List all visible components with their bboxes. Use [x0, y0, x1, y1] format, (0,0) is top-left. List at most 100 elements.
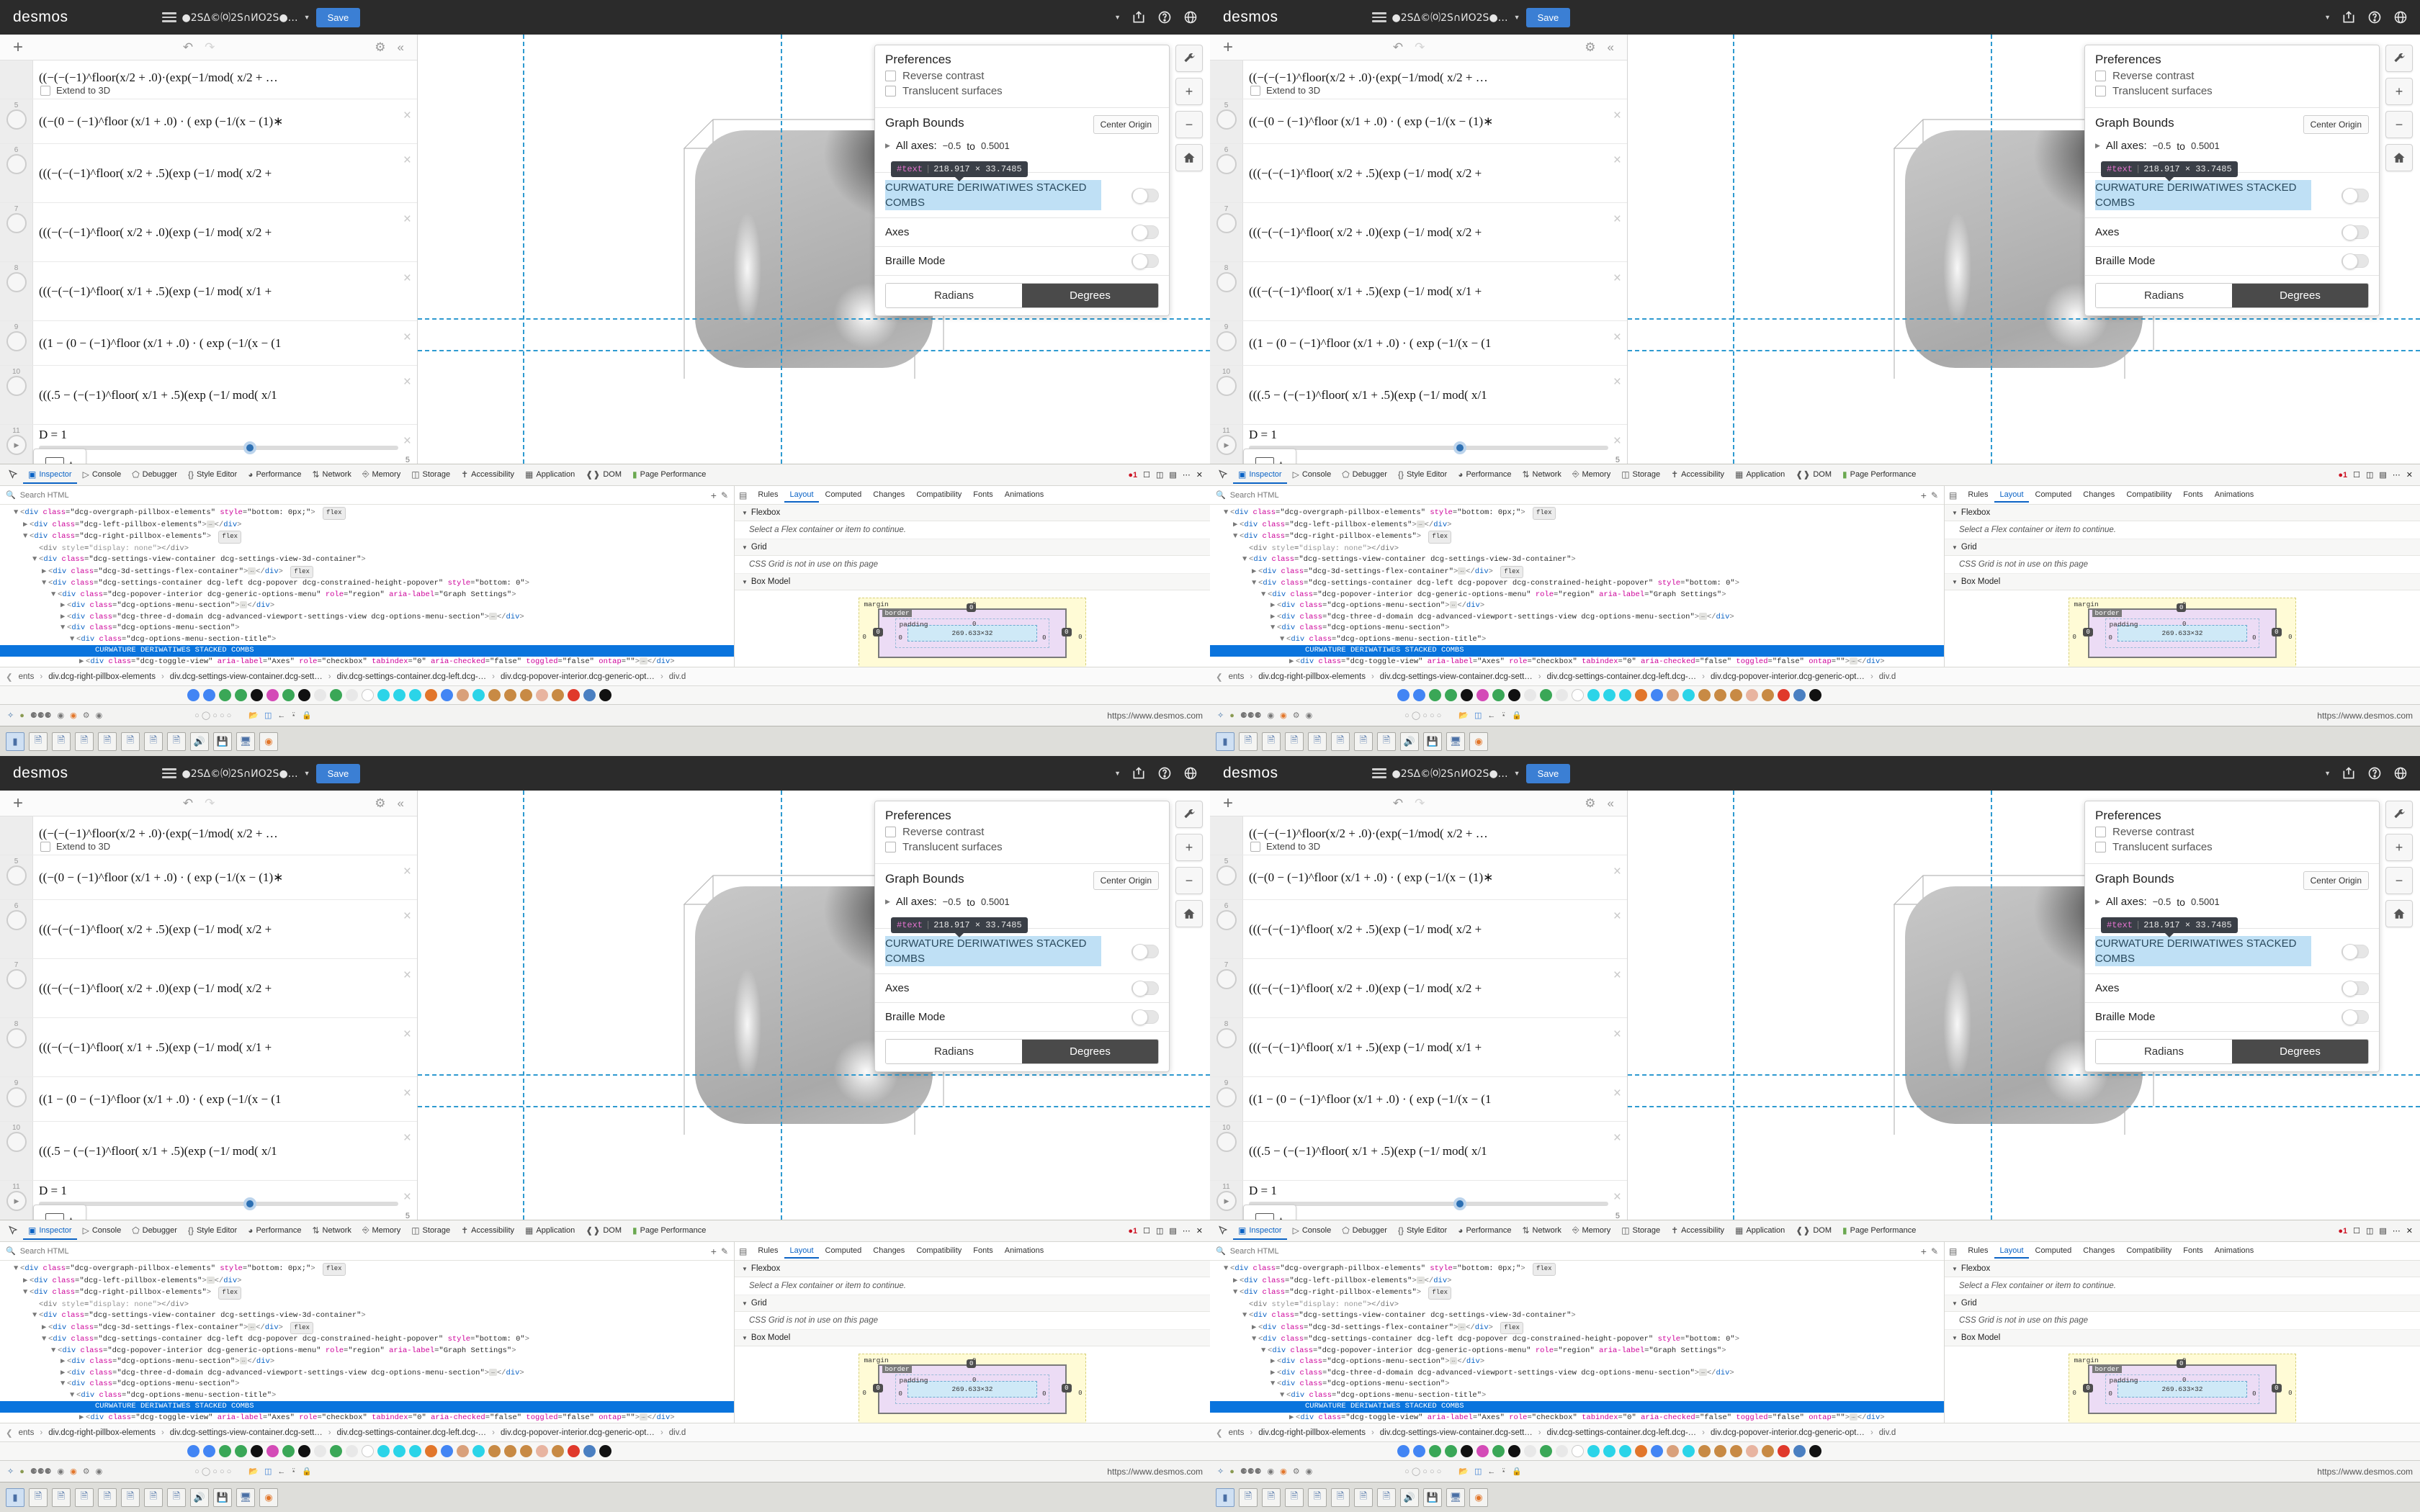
- dom-node-line[interactable]: ▶ <div class="dcg-left-pillbox-elements">…: [1210, 520, 1944, 531]
- twisty-icon[interactable]: ▼: [1261, 590, 1266, 599]
- add-node-icon[interactable]: +: [710, 1245, 717, 1257]
- all-axes-row[interactable]: ▶ All axes: −0.5 to 0.5001: [2095, 140, 2369, 152]
- bookmark-icon[interactable]: [472, 689, 485, 701]
- split-console-icon[interactable]: ◫: [2365, 1227, 2374, 1236]
- collapse-panel-button[interactable]: «: [397, 40, 405, 54]
- bookmark-icon[interactable]: [1397, 689, 1410, 701]
- expression-color-bubble[interactable]: [6, 213, 27, 233]
- expression-index[interactable]: 7: [1210, 203, 1243, 261]
- border-top-value[interactable]: 0: [2176, 1359, 2187, 1368]
- dom-tree[interactable]: ▼ <div class="dcg-overgraph-pillbox-eleme…: [1210, 1261, 1944, 1423]
- bookmark-icon[interactable]: [1476, 689, 1489, 701]
- bookmark-icon[interactable]: [1603, 689, 1615, 701]
- document-icon[interactable]: 🗎: [1331, 1488, 1350, 1507]
- layout-icon[interactable]: ▤: [739, 490, 748, 500]
- twisty-icon[interactable]: ▼: [70, 634, 75, 644]
- expression-math[interactable]: ((1 − (0 − (−1)^floor (x/1 + .0) · ( exp…: [1249, 1092, 1492, 1106]
- bookmark-icon[interactable]: [393, 1445, 405, 1457]
- graph-title[interactable]: ●2ЅΔ©⒪2Ѕ∩ИО2Ѕ●…: [1392, 12, 1508, 24]
- hamburger-icon[interactable]: [1371, 12, 1386, 22]
- document-icon[interactable]: 🗎: [1331, 732, 1350, 751]
- expression-index[interactable]: 10: [1210, 366, 1243, 424]
- error-count-badge[interactable]: ●1: [1128, 1226, 1138, 1236]
- bookmark-icon[interactable]: [1461, 1445, 1473, 1457]
- bookmark-icon[interactable]: [1667, 1445, 1679, 1457]
- chevron-down-icon[interactable]: ▼: [2324, 770, 2331, 777]
- meatball-icon[interactable]: ⋯: [1182, 1227, 1191, 1236]
- expression-index[interactable]: 10: [0, 366, 33, 424]
- folder-icon[interactable]: 📂: [1458, 711, 1469, 720]
- bookmark-icon[interactable]: [187, 689, 200, 701]
- home-icon[interactable]: [2385, 144, 2413, 171]
- translucent-surfaces-checkbox[interactable]: [2095, 86, 2106, 96]
- terminal-icon[interactable]: ▮: [1216, 732, 1234, 751]
- breadcrumb-item[interactable]: div.dcg-right-pillbox-elements: [1258, 1428, 1366, 1437]
- document-icon[interactable]: 🗎: [144, 732, 163, 751]
- delete-expression-icon[interactable]: ×: [403, 271, 411, 286]
- bookmark-icon[interactable]: [235, 689, 247, 701]
- twisty-icon[interactable]: ▶: [23, 1276, 28, 1285]
- radians-button[interactable]: Radians: [2096, 1040, 2232, 1063]
- expression-row[interactable]: 6 (((−(−(−1)^floor( x/2 + .5)(exp (−1/ m…: [1210, 144, 1627, 203]
- expression-color-bubble[interactable]: [6, 272, 27, 292]
- dom-node-line[interactable]: ▼ <div class="dcg-settings-view-container…: [0, 554, 734, 566]
- extend-to-3d-checkbox[interactable]: [40, 841, 50, 852]
- bookmark-icon[interactable]: [1714, 689, 1726, 701]
- expression-math[interactable]: ((1 − (0 − (−1)^floor (x/1 + .0) · ( exp…: [39, 1092, 282, 1106]
- delete-expression-icon[interactable]: ×: [403, 1027, 411, 1042]
- error-count-badge[interactable]: ●1: [2338, 1226, 2348, 1236]
- hamburger-icon[interactable]: [161, 768, 176, 778]
- bookmark-icon[interactable]: [1524, 689, 1536, 701]
- box-model-header[interactable]: ▼ Box Model: [1945, 574, 2420, 590]
- bookmark-icon[interactable]: [393, 689, 405, 701]
- expression-math[interactable]: (((−(−(−1)^floor( x/1 + .5)(exp (−1/ mod…: [39, 284, 272, 298]
- expression-row[interactable]: 9 ((1 − (0 − (−1)^floor (x/1 + .0) · ( e…: [0, 1077, 417, 1122]
- tab-layout[interactable]: Layout: [1994, 487, 2029, 503]
- twisty-icon[interactable]: ▼: [70, 1390, 75, 1400]
- expression-math[interactable]: (((.5 − (−(−1)^floor( x/1 + .5)(exp (−1/…: [1249, 387, 1487, 402]
- collapse-panel-button[interactable]: «: [397, 796, 405, 810]
- axes-max-value[interactable]: 0.5001: [980, 140, 1010, 151]
- url-text[interactable]: https://www.desmos.com: [2317, 1466, 2413, 1477]
- border-left-value[interactable]: 0: [873, 627, 883, 636]
- bookmark-icon[interactable]: [599, 689, 611, 701]
- bookmark-star-icon[interactable]: ✧: [7, 1467, 14, 1476]
- terminal-icon[interactable]: ▮: [6, 732, 24, 751]
- expression-color-bubble[interactable]: [1216, 109, 1237, 130]
- tab-layout[interactable]: Layout: [1994, 1244, 2029, 1259]
- shield-icon[interactable]: ●: [1229, 711, 1234, 720]
- delete-expression-icon[interactable]: ×: [403, 212, 411, 227]
- twisty-icon[interactable]: ▶: [1289, 1413, 1294, 1422]
- graph-canvas[interactable]: + − Preferences: [418, 35, 1210, 464]
- delete-expression-icon[interactable]: ×: [1613, 1189, 1621, 1205]
- tab-performance[interactable]: ◕ Performance: [1458, 1225, 1512, 1236]
- tab-dom[interactable]: ❰❱ DOM: [586, 1225, 622, 1236]
- delete-expression-icon[interactable]: ×: [1613, 108, 1621, 123]
- tab-animations[interactable]: Animations: [1004, 490, 1044, 499]
- document-icon[interactable]: 🗎: [1285, 1488, 1304, 1507]
- expression-row[interactable]: 8 (((−(−(−1)^floor( x/1 + .5)(exp (−1/ m…: [1210, 262, 1627, 321]
- twisty-icon[interactable]: ▼: [1261, 1346, 1266, 1355]
- document-icon[interactable]: 🗎: [1377, 1488, 1396, 1507]
- expression-math[interactable]: ((−(−(−1)^floor(x/2 + .0)·(exp(−1/mod( x…: [1249, 71, 1488, 84]
- zoom-in-icon[interactable]: +: [2385, 78, 2413, 105]
- parameter-slider[interactable]: [1249, 441, 1621, 454]
- tab-style-editor[interactable]: {} Style Editor: [1397, 469, 1448, 480]
- expression-row[interactable]: 7 (((−(−(−1)^floor( x/2 + .0)(exp (−1/ m…: [0, 203, 417, 262]
- expression-row[interactable]: 10 (((.5 − (−(−1)^floor( x/1 + .5)(exp (…: [1210, 1122, 1627, 1181]
- bookmark-icon[interactable]: [1651, 689, 1663, 701]
- tab-style-editor[interactable]: {} Style Editor: [1397, 1225, 1448, 1236]
- tab-computed[interactable]: Computed: [2035, 490, 2072, 499]
- bookmark-icon[interactable]: [219, 689, 231, 701]
- expression-math[interactable]: ((−(−(−1)^floor(x/2 + .0)·(exp(−1/mod( x…: [1249, 827, 1488, 840]
- dom-node-line[interactable]: ▼ <div class="dcg-settings-container dcg-…: [1210, 578, 1944, 590]
- save-icon[interactable]: 💾: [1423, 732, 1442, 751]
- slider-rail[interactable]: [39, 1197, 398, 1210]
- dom-node-line[interactable]: ▼ <div class="dcg-right-pillbox-elements"…: [1210, 531, 1944, 544]
- expression-color-bubble[interactable]: [6, 376, 27, 396]
- tab-layout[interactable]: Layout: [784, 487, 819, 503]
- search-input[interactable]: [1229, 1246, 1417, 1256]
- border-top-value[interactable]: 0: [2176, 603, 2187, 612]
- expression-math[interactable]: (((.5 − (−(−1)^floor( x/1 + .5)(exp (−1/…: [39, 387, 277, 402]
- all-axes-row[interactable]: ▶ All axes: −0.5 to 0.5001: [2095, 896, 2369, 908]
